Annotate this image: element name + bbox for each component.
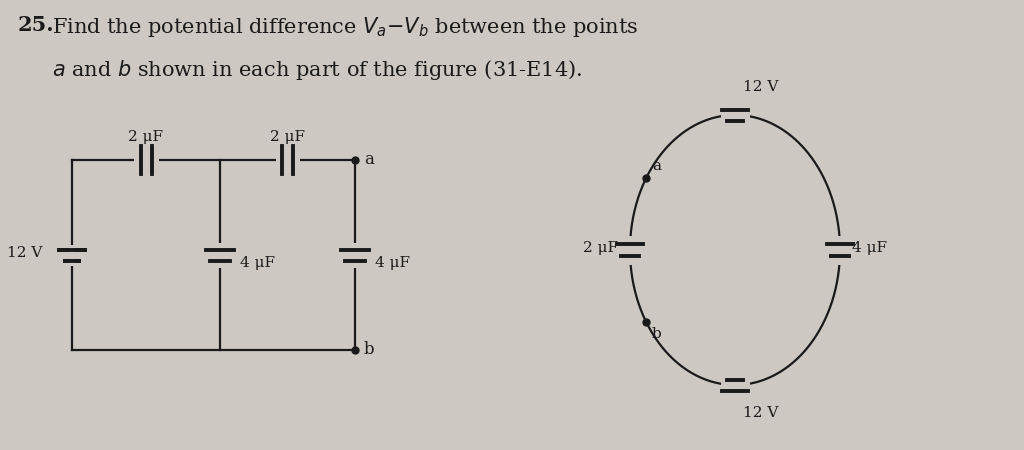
Text: 12 V: 12 V: [6, 246, 42, 260]
Text: 4 μF: 4 μF: [375, 256, 410, 270]
Text: Find the potential difference $V_a$$-$$V_b$ between the points: Find the potential difference $V_a$$-$$V…: [52, 15, 638, 39]
Text: 12 V: 12 V: [743, 80, 778, 94]
Text: 2 μF: 2 μF: [583, 241, 618, 255]
Text: b: b: [364, 342, 375, 359]
Text: 25.: 25.: [18, 15, 54, 35]
Text: a: a: [652, 159, 660, 173]
Text: a: a: [364, 152, 374, 168]
Text: 2 μF: 2 μF: [270, 130, 305, 144]
Text: 4 μF: 4 μF: [240, 256, 275, 270]
Text: 4 μF: 4 μF: [852, 241, 887, 255]
Text: 2 μF: 2 μF: [128, 130, 164, 144]
Text: 12 V: 12 V: [743, 406, 778, 420]
Text: b: b: [652, 327, 662, 341]
Text: $a$ and $b$ shown in each part of the figure (31-E14).: $a$ and $b$ shown in each part of the fi…: [52, 58, 583, 82]
